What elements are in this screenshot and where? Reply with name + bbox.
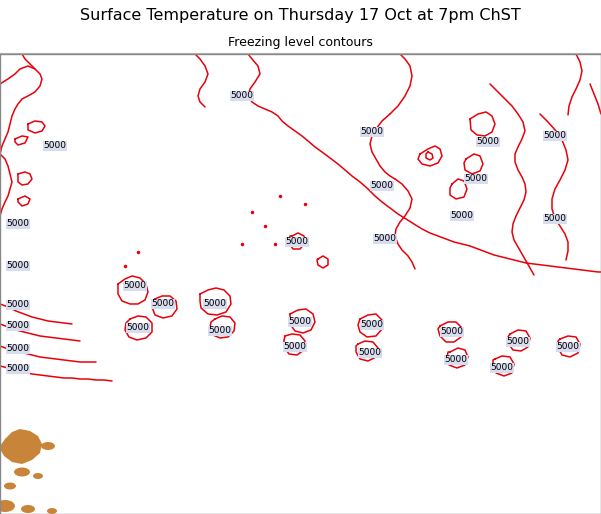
Text: Surface Temperature on Thursday 17 Oct at 7pm ChST: Surface Temperature on Thursday 17 Oct a… [80,8,521,23]
Text: 5000: 5000 [465,174,487,183]
Text: 5000: 5000 [543,132,567,140]
Text: 5000: 5000 [7,344,29,354]
Text: 5000: 5000 [126,323,150,333]
Text: 5000: 5000 [370,181,394,191]
Text: 5000: 5000 [441,327,463,337]
Text: 5000: 5000 [507,338,529,346]
Text: 5000: 5000 [451,211,474,221]
Ellipse shape [21,505,35,513]
Text: 5000: 5000 [284,342,307,352]
Text: 5000: 5000 [7,262,29,270]
Text: 5000: 5000 [373,234,397,244]
Text: 5000: 5000 [209,326,231,336]
Ellipse shape [4,483,16,489]
Text: 5000: 5000 [361,127,383,137]
Text: 5000: 5000 [7,321,29,331]
Text: 5000: 5000 [285,237,308,247]
Text: 5000: 5000 [288,318,311,326]
Text: 5000: 5000 [204,300,227,308]
Text: 5000: 5000 [231,91,254,100]
Text: 5000: 5000 [445,356,468,364]
Text: 5000: 5000 [490,363,513,373]
Text: 5000: 5000 [151,300,174,308]
Polygon shape [0,429,42,464]
Text: Freezing level contours: Freezing level contours [228,35,373,49]
Text: 5000: 5000 [7,219,29,229]
Ellipse shape [33,473,43,479]
Text: 5000: 5000 [543,214,567,224]
Text: 5000: 5000 [7,301,29,309]
Text: 5000: 5000 [361,321,383,329]
Text: 5000: 5000 [43,141,67,151]
Ellipse shape [47,508,57,514]
Ellipse shape [0,500,15,512]
Text: 5000: 5000 [477,137,499,146]
Text: 5000: 5000 [123,282,147,290]
Text: 5000: 5000 [7,364,29,374]
Ellipse shape [41,442,55,450]
Ellipse shape [14,468,30,476]
Text: 5000: 5000 [557,342,579,352]
Text: 5000: 5000 [359,348,382,358]
